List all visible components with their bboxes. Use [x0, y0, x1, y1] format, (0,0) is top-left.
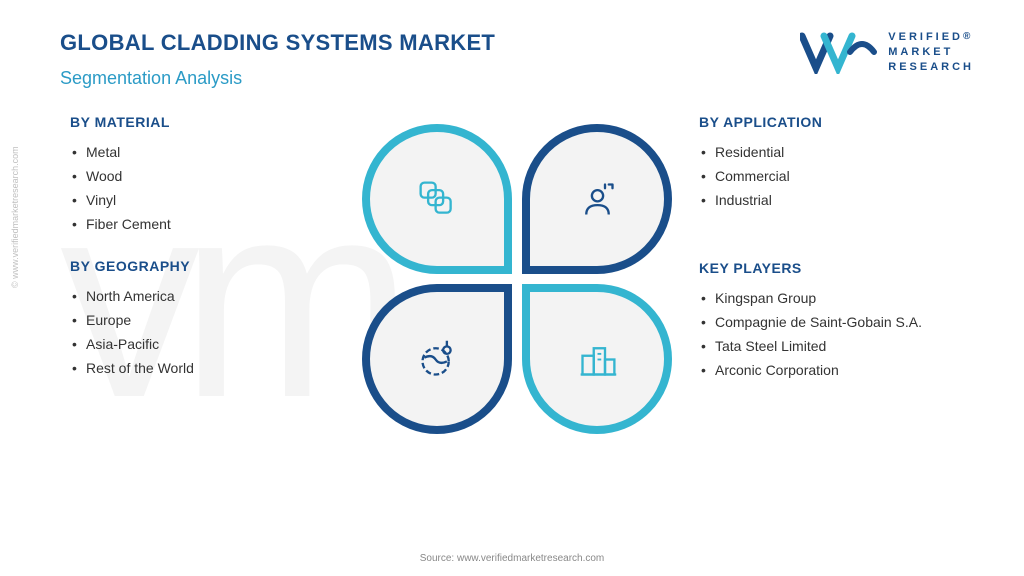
list-item: Europe [70, 308, 335, 332]
globe-icon [415, 337, 460, 382]
list-item: Metal [70, 140, 335, 164]
building-icon [575, 337, 620, 382]
list-item: Tata Steel Limited [699, 334, 964, 358]
list-item: Asia-Pacific [70, 332, 335, 356]
segment-list: Metal Wood Vinyl Fiber Cement [70, 140, 335, 236]
right-column: BY APPLICATION Residential Commercial In… [699, 114, 964, 404]
list-item: Residential [699, 140, 964, 164]
list-item: Arconic Corporation [699, 358, 964, 382]
header: GLOBAL CLADDING SYSTEMS MARKET Segmentat… [60, 30, 974, 89]
logo-mark-icon [800, 30, 880, 74]
list-item: Rest of the World [70, 356, 335, 380]
list-item: Compagnie de Saint-Gobain S.A. [699, 310, 964, 334]
petal-key-players [522, 284, 672, 434]
segment-list: North America Europe Asia-Pacific Rest o… [70, 284, 335, 380]
list-item: Wood [70, 164, 335, 188]
page-subtitle: Segmentation Analysis [60, 68, 495, 89]
segment-title: KEY PLAYERS [699, 260, 964, 276]
segment-key-players: KEY PLAYERS Kingspan Group Compagnie de … [699, 260, 964, 382]
petal-application [522, 124, 672, 274]
list-item: Kingspan Group [699, 286, 964, 310]
list-item: Vinyl [70, 188, 335, 212]
segment-title: BY MATERIAL [70, 114, 335, 130]
brand-logo: VERIFIED® MARKET RESEARCH [800, 30, 974, 75]
left-column: BY MATERIAL Metal Wood Vinyl Fiber Cemen… [70, 114, 335, 402]
list-item: Commercial [699, 164, 964, 188]
list-item: North America [70, 284, 335, 308]
petal-geography [362, 284, 512, 434]
list-item: Industrial [699, 188, 964, 212]
list-item: Fiber Cement [70, 212, 335, 236]
petal-material [362, 124, 512, 274]
segment-application: BY APPLICATION Residential Commercial In… [699, 114, 964, 212]
segment-list: Kingspan Group Compagnie de Saint-Gobain… [699, 286, 964, 382]
segment-title: BY GEOGRAPHY [70, 258, 335, 274]
layers-icon [415, 177, 460, 222]
person-icon [575, 177, 620, 222]
center-petal-diagram [362, 124, 672, 434]
logo-text: VERIFIED® MARKET RESEARCH [888, 30, 974, 75]
page-title: GLOBAL CLADDING SYSTEMS MARKET [60, 30, 495, 56]
segment-material: BY MATERIAL Metal Wood Vinyl Fiber Cemen… [70, 114, 335, 236]
segment-list: Residential Commercial Industrial [699, 140, 964, 212]
source-footer: Source: www.verifiedmarketresearch.com [420, 553, 605, 564]
segment-geography: BY GEOGRAPHY North America Europe Asia-P… [70, 258, 335, 380]
segment-title: BY APPLICATION [699, 114, 964, 130]
